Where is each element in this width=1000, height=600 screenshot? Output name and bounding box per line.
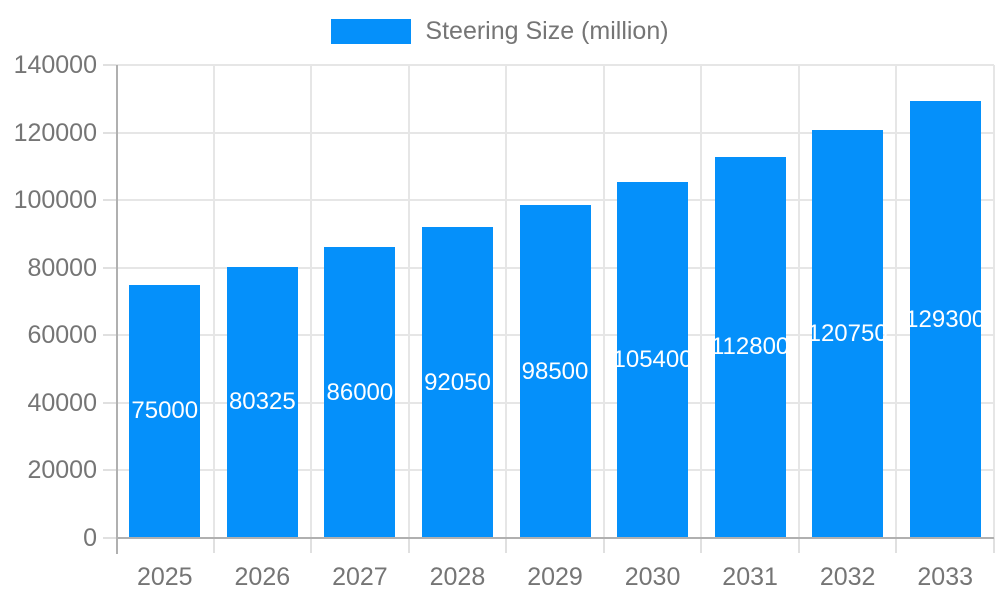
y-axis-tick [103, 64, 116, 66]
plot-area: 75000 2025 80325 2026 86000 2027 92050 2028 9850… [103, 64, 995, 590]
legend-label: Steering Size (million) [425, 17, 669, 45]
vertical-gridline [407, 65, 410, 538]
y-tick-label: 40000 [27, 388, 97, 417]
y-tick-label: 60000 [27, 321, 97, 350]
vertical-gridline [993, 65, 995, 538]
bar-value-label: 98500 [521, 357, 589, 385]
bar[interactable] [909, 101, 981, 538]
x-tick-label: 2026 [234, 563, 291, 591]
bar-value-label: 75000 [131, 397, 199, 425]
y-axis-tick [103, 199, 116, 202]
vertical-gridline [602, 65, 605, 538]
y-axis-labels: 0 20000 40000 60000 80000 100000 120000 140000 [0, 52, 97, 551]
bar[interactable] [519, 205, 591, 538]
x-tick-label: 2029 [527, 563, 583, 591]
y-axis-tick [103, 131, 116, 134]
bar[interactable] [714, 156, 786, 538]
x-axis-tick [993, 538, 995, 553]
vertical-gridline [797, 65, 800, 538]
y-axis-tick [103, 401, 116, 404]
y-axis-line [116, 65, 118, 554]
y-tick-label: 100000 [13, 186, 97, 215]
bar-value-label: 120750 [807, 320, 888, 348]
bar-value-label: 80325 [228, 388, 296, 416]
x-axis-tick [505, 538, 508, 553]
y-tick-label: 140000 [13, 51, 97, 79]
y-axis-tick [103, 334, 116, 337]
vertical-gridline [212, 65, 215, 538]
y-tick-label: 80000 [27, 253, 97, 282]
x-axis-tick [895, 538, 898, 553]
bar[interactable] [421, 227, 493, 538]
bar[interactable] [226, 266, 298, 538]
vertical-gridline [895, 65, 898, 538]
x-tick-label: 2028 [429, 563, 486, 591]
x-axis-tick [602, 538, 605, 553]
x-axis-tick [310, 538, 313, 553]
y-tick-label: 120000 [13, 118, 97, 147]
bar-value-label: 105400 [612, 345, 693, 373]
x-tick-label: 2033 [917, 563, 974, 591]
x-tick-label: 2032 [819, 563, 876, 591]
x-tick-label: 2027 [332, 563, 388, 591]
y-axis-tick [103, 266, 116, 269]
x-axis-tick [700, 538, 703, 553]
legend[interactable]: Steering Size (million) [0, 16, 1000, 46]
bar[interactable] [324, 247, 396, 538]
bar-value-label: 86000 [326, 378, 394, 406]
y-tick-label: 20000 [27, 456, 97, 485]
y-axis-tick [103, 537, 116, 539]
x-axis-tick [212, 538, 215, 553]
vertical-gridline [310, 65, 313, 538]
x-axis-line [116, 537, 994, 539]
horizontal-gridline [116, 64, 994, 66]
vertical-gridline [505, 65, 508, 538]
bar[interactable] [129, 284, 201, 538]
x-axis-tick [407, 538, 410, 553]
x-tick-label: 2025 [136, 563, 193, 591]
bar-value-label: 112800 [710, 333, 790, 361]
bar[interactable] [617, 181, 689, 538]
y-tick-label: 0 [83, 524, 97, 552]
bar[interactable] [812, 130, 884, 538]
y-axis-tick [103, 469, 116, 472]
x-axis-tick [797, 538, 800, 553]
horizontal-gridline [116, 199, 994, 202]
horizontal-gridline [116, 131, 994, 134]
legend-swatch-icon [331, 18, 412, 44]
bar-value-label: 92050 [424, 368, 491, 396]
x-tick-label: 2030 [624, 563, 681, 591]
vertical-gridline [700, 65, 703, 538]
bar-value-label: 129300 [905, 305, 986, 333]
x-tick-label: 2031 [722, 563, 778, 591]
